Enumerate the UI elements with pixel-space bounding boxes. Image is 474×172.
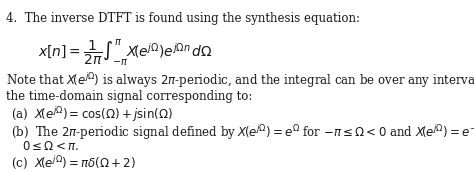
Text: (a)  $X\!\left(e^{j\Omega}\right) = \cos\!\left(\Omega\right) + j\sin\!\left(\Om: (a) $X\!\left(e^{j\Omega}\right) = \cos\… [11, 105, 173, 124]
Text: Note that $X\!\left(e^{j\Omega}\right)$ is always $2\pi$-periodic, and the integ: Note that $X\!\left(e^{j\Omega}\right)$ … [6, 71, 474, 90]
Text: 4.  The inverse DTFT is found using the synthesis equation:: 4. The inverse DTFT is found using the s… [6, 12, 360, 25]
Text: $x[n] = \dfrac{1}{2\pi} \int_{-\pi}^{\pi} X\!\left(e^{j\Omega}\right) e^{j\Omega: $x[n] = \dfrac{1}{2\pi} \int_{-\pi}^{\pi… [38, 38, 213, 68]
Text: (c)  $X\!\left(e^{j\Omega}\right) = \pi\delta(\Omega + 2)$: (c) $X\!\left(e^{j\Omega}\right) = \pi\d… [11, 154, 137, 171]
Text: the time-domain signal corresponding to:: the time-domain signal corresponding to: [6, 90, 253, 103]
Text: $0 \leq \Omega < \pi$.: $0 \leq \Omega < \pi$. [22, 140, 80, 153]
Text: (b)  The $2\pi$-periodic signal defined by $X\!\left(e^{j\Omega}\right) = e^{\Om: (b) The $2\pi$-periodic signal defined b… [11, 123, 474, 142]
